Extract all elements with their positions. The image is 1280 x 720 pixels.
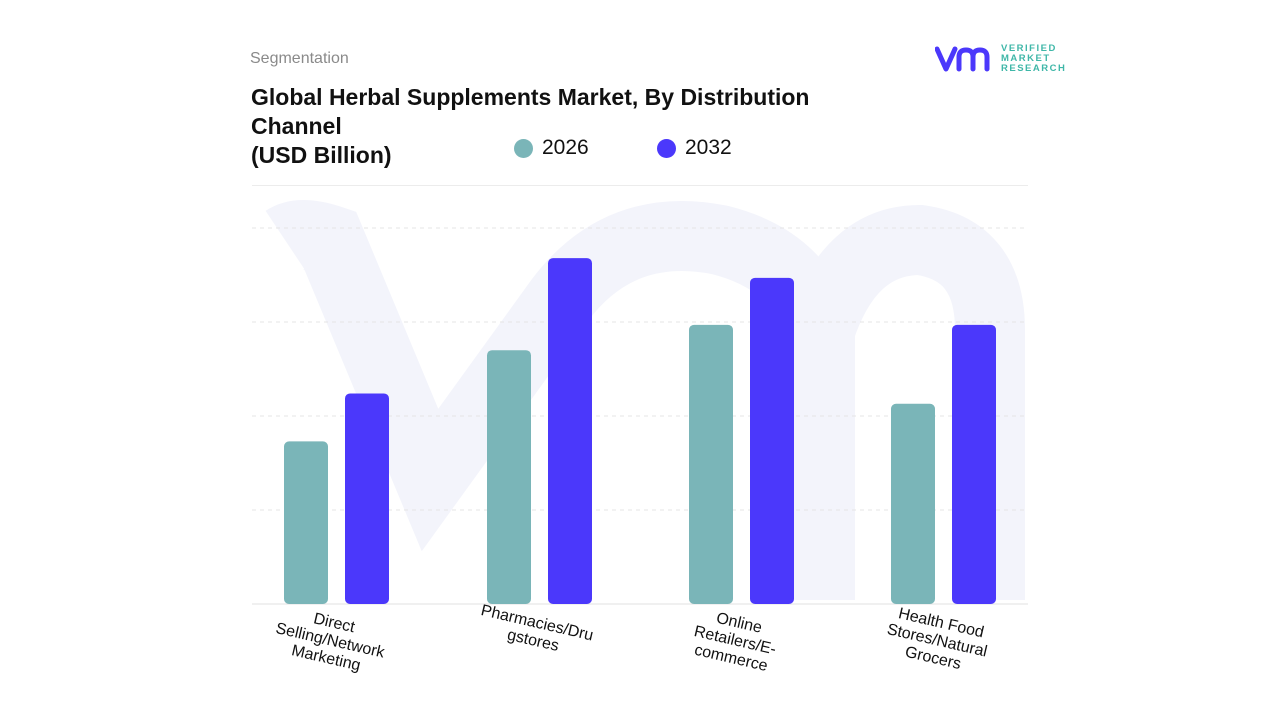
bar-2032-3 (952, 324, 996, 604)
logo: VERIFIED MARKET RESEARCH (935, 44, 1066, 74)
legend-dot-icon (514, 138, 533, 158)
watermark-logo (265, 200, 1025, 600)
logo-text: MARKET (1001, 53, 1051, 64)
legend-label: 2032 (685, 136, 732, 159)
bar-2026-3 (891, 403, 935, 604)
bar-2026-2 (689, 324, 733, 604)
legend-label: 2026 (542, 136, 589, 159)
bar-2032-1 (548, 258, 592, 604)
legend-item-2032: 2032 (657, 136, 732, 160)
bar-2032-0 (345, 393, 389, 604)
segmentation-label: Segmentation (250, 50, 349, 67)
legend-item-2026: 2026 (514, 136, 589, 160)
bar-2026-1 (487, 350, 531, 604)
logo-text: RESEARCH (1001, 63, 1067, 74)
legend-dot-icon (657, 138, 676, 158)
divider (252, 185, 1028, 186)
logo-text: VERIFIED (1001, 43, 1057, 54)
title-line: Global Herbal Supplements Market, By Dis… (251, 84, 810, 168)
vmr-logo-icon (935, 46, 990, 72)
bar-2026-0 (284, 441, 328, 604)
bar-2032-2 (750, 277, 794, 604)
chart-title: Global Herbal Supplements Market, By Dis… (251, 83, 871, 170)
